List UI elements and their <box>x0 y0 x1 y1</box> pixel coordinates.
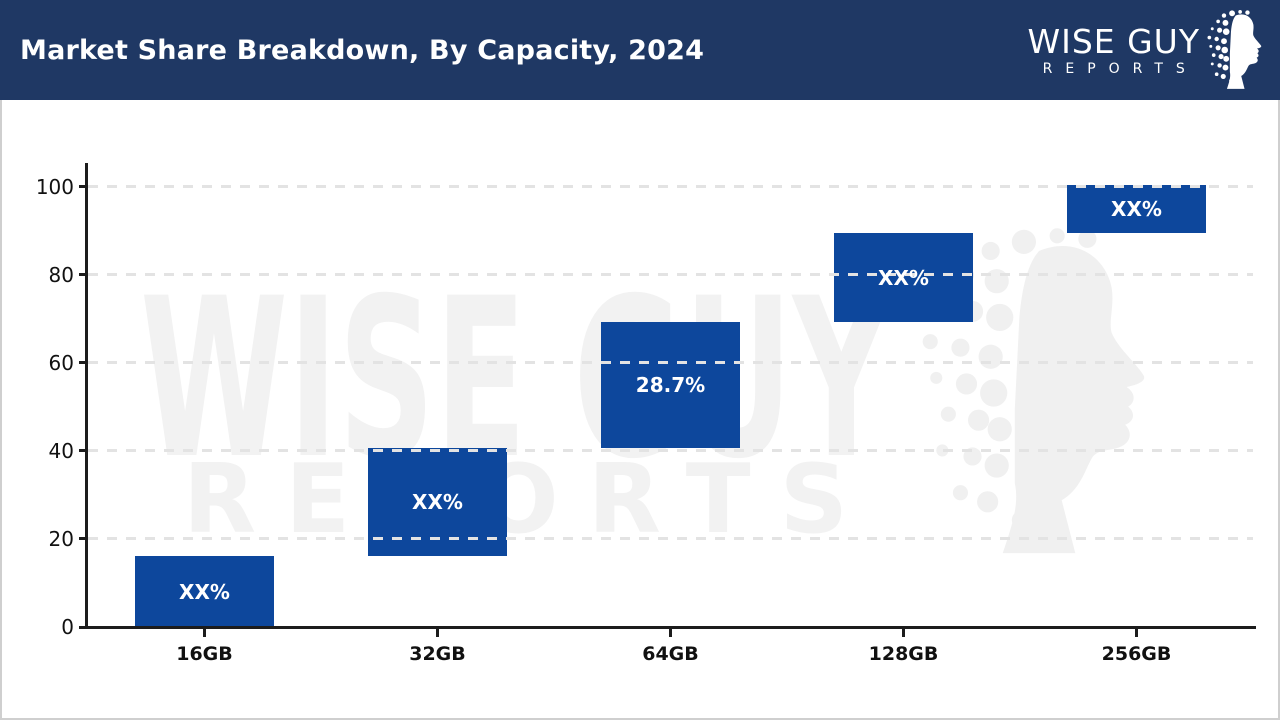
chart-header: Market Share Breakdown, By Capacity, 202… <box>0 0 1280 100</box>
watermark-line2: REPORTS <box>183 445 848 555</box>
watermark-text: WISE GUY REPORTS <box>140 251 892 555</box>
brand-logo: WISE GUY REPORTS <box>1027 9 1268 91</box>
x-axis-line <box>85 626 1256 629</box>
brand-face-icon <box>1202 9 1268 91</box>
brand-subname: REPORTS <box>1042 60 1198 77</box>
y-axis-line <box>85 163 88 629</box>
brand-logo-text: WISE GUY REPORTS <box>1027 25 1200 76</box>
brand-name: WISE GUY <box>1027 21 1200 61</box>
chart-title: Market Share Breakdown, By Capacity, 202… <box>20 34 705 66</box>
watermark-face-icon <box>900 222 1172 564</box>
watermark-line1: WISE GUY <box>140 251 892 507</box>
